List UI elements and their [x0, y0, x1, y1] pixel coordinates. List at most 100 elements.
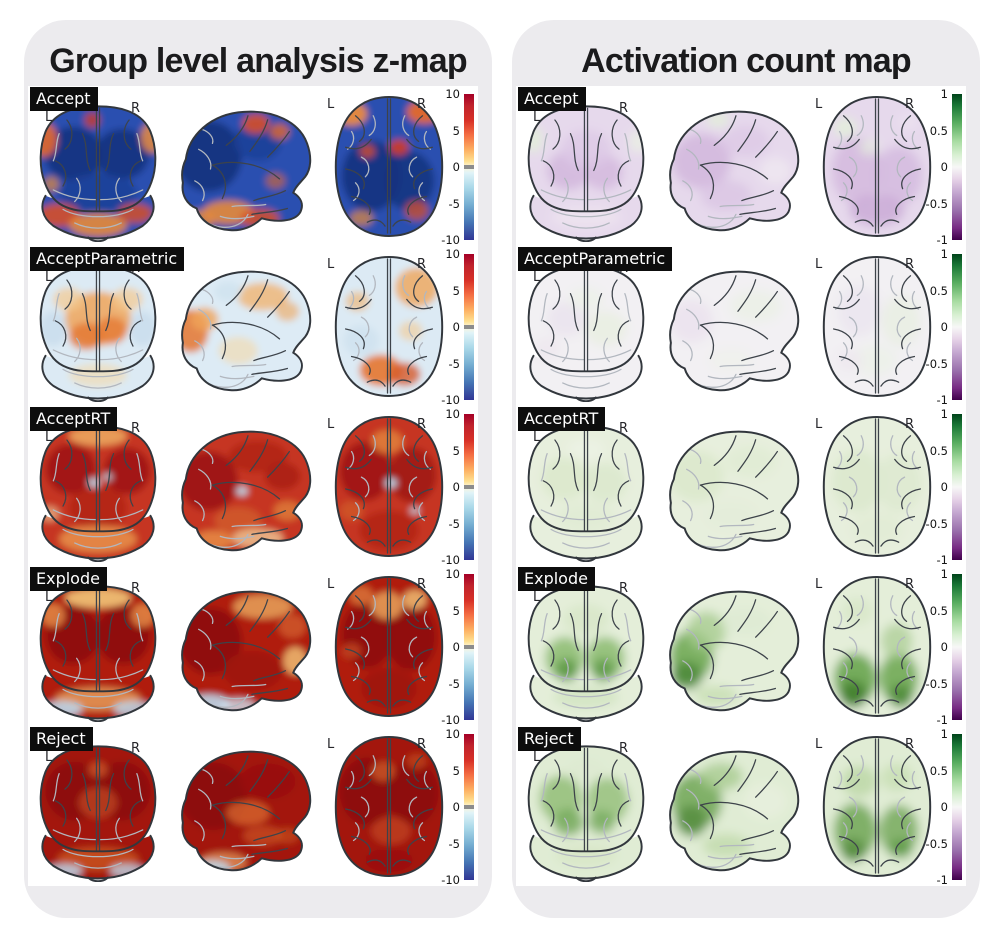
- hemisphere-label-right: R: [417, 97, 427, 112]
- condition-label: Accept: [518, 87, 586, 111]
- condition-row: Explode L R L R 1 0.5 0 -0.5 -1: [516, 566, 966, 727]
- colorbar: [952, 254, 962, 400]
- colorbar-zero-marker: [464, 645, 474, 649]
- hemisphere-label-right: R: [417, 737, 427, 752]
- colorbar-tick: 0.5: [929, 283, 948, 298]
- colorbar-gradient: [952, 574, 962, 720]
- colorbar-tick: 0: [940, 480, 948, 494]
- colorbar-tick: -1: [936, 713, 948, 727]
- condition-row: AcceptParametric L R L R 10 5 0 -5 -10: [28, 246, 478, 407]
- coronal-glass-brain: [30, 740, 166, 882]
- hemisphere-label-right: R: [905, 737, 915, 752]
- hemisphere-label-left: L: [815, 577, 823, 592]
- colorbar-zero-marker: [464, 325, 474, 329]
- colorbar-zero-marker: [464, 165, 474, 169]
- colorbar-tick: 0: [452, 480, 460, 494]
- colorbar-tick: -1: [936, 393, 948, 407]
- hemisphere-label-right: R: [417, 577, 427, 592]
- hemisphere-label-right: R: [417, 257, 427, 272]
- colorbar-tick: 10: [445, 727, 460, 741]
- hemisphere-label-right: R: [905, 577, 915, 592]
- colorbar-tick: -0.5: [925, 676, 948, 691]
- zmap-panel: Group level analysis z-map Accept L R L …: [24, 20, 492, 918]
- sagittal-glass-brain: [168, 582, 320, 720]
- colorbar-tick: -5: [448, 516, 460, 531]
- hemisphere-label-left: L: [327, 577, 335, 592]
- hemisphere-label-left: L: [45, 750, 53, 765]
- axial-glass-brain: [322, 730, 456, 882]
- sagittal-glass-brain: [656, 102, 808, 240]
- colorbar: [464, 574, 474, 720]
- colorbar-tick: 0: [940, 160, 948, 174]
- axial-glass-brain: [810, 730, 944, 882]
- colorbar-tick: 10: [445, 567, 460, 581]
- plot-area: Accept L R L R 1 0.5 0 -0.5 -1: [516, 86, 966, 887]
- condition-label: AcceptParametric: [518, 247, 673, 271]
- colorbar-tick: 5: [452, 763, 460, 778]
- colorbar: [464, 734, 474, 880]
- colorbar-zero-marker: [464, 485, 474, 489]
- colorbar-tick: 0: [452, 160, 460, 174]
- condition-row: Accept L R L R 10 5 0 -5 -10: [28, 86, 478, 247]
- colorbar: [464, 94, 474, 240]
- sagittal-glass-brain: [168, 422, 320, 560]
- colorbar-tick: -0.5: [925, 836, 948, 851]
- colorbar-tick: -1: [936, 553, 948, 567]
- colorbar-tick: 0.5: [929, 123, 948, 138]
- hemisphere-label-right: R: [619, 421, 629, 436]
- colorbar-tick: 0.5: [929, 603, 948, 618]
- colorbar-zero-marker: [464, 805, 474, 809]
- panel-title: Group level analysis z-map: [49, 42, 467, 80]
- colorbar-tick: 0: [452, 800, 460, 814]
- hemisphere-label-left: L: [327, 257, 335, 272]
- sagittal-glass-brain: [656, 582, 808, 720]
- hemisphere-label-left: L: [45, 270, 53, 285]
- colorbar: [952, 734, 962, 880]
- hemisphere-label-right: R: [619, 101, 629, 116]
- axial-glass-brain: [810, 410, 944, 562]
- colorbar-gradient: [952, 254, 962, 400]
- axial-glass-brain: [810, 570, 944, 722]
- colorbar-tick: -5: [448, 196, 460, 211]
- condition-row: AcceptRT L R L R 10 5 0 -5 -10: [28, 406, 478, 567]
- colorbar-tick: 10: [445, 247, 460, 261]
- colorbar-tick: -1: [936, 233, 948, 247]
- hemisphere-label-left: L: [327, 737, 335, 752]
- colorbar-tick: 0: [452, 640, 460, 654]
- colorbar-tick: 1: [940, 727, 948, 741]
- condition-label: AcceptParametric: [30, 247, 185, 271]
- hemisphere-label-right: R: [619, 741, 629, 756]
- hemisphere-label-left: L: [533, 750, 541, 765]
- hemisphere-label-left: L: [45, 430, 53, 445]
- sagittal-glass-brain: [168, 742, 320, 880]
- coronal-glass-brain: [518, 580, 654, 722]
- hemisphere-label-left: L: [533, 110, 541, 125]
- hemisphere-label-left: L: [533, 590, 541, 605]
- colorbar-tick: -10: [441, 873, 460, 887]
- hemisphere-label-left: L: [815, 97, 823, 112]
- coronal-glass-brain: [518, 100, 654, 242]
- colorbar-tick: -10: [441, 393, 460, 407]
- hemisphere-label-left: L: [327, 97, 335, 112]
- hemisphere-label-left: L: [815, 737, 823, 752]
- colorbar-gradient: [952, 734, 962, 880]
- colorbar: [464, 414, 474, 560]
- condition-label: AcceptRT: [518, 407, 606, 431]
- axial-glass-brain: [810, 250, 944, 402]
- axial-glass-brain: [810, 90, 944, 242]
- colorbar-gradient: [952, 94, 962, 240]
- colorbar-tick: 5: [452, 443, 460, 458]
- colorbar-tick: 0: [940, 320, 948, 334]
- hemisphere-label-right: R: [905, 417, 915, 432]
- hemisphere-label-right: R: [417, 417, 427, 432]
- colorbar-tick: 1: [940, 407, 948, 421]
- condition-label: Reject: [30, 727, 93, 751]
- axial-glass-brain: [322, 250, 456, 402]
- condition-row: AcceptRT L R L R 1 0.5 0 -0.5 -1: [516, 406, 966, 567]
- condition-label: Explode: [30, 567, 107, 591]
- sagittal-glass-brain: [656, 742, 808, 880]
- colorbar-tick: -5: [448, 676, 460, 691]
- condition-label: AcceptRT: [30, 407, 118, 431]
- sagittal-glass-brain: [168, 262, 320, 400]
